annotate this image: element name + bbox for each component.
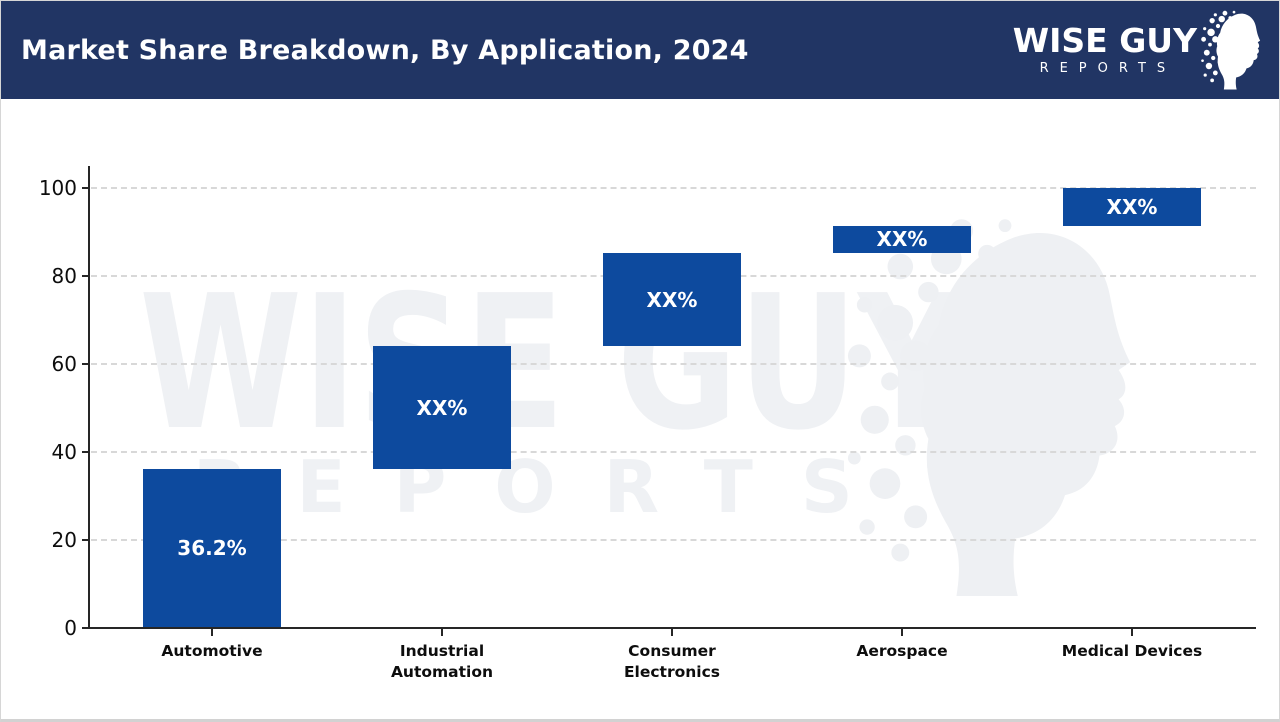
dotted-head-icon: [1201, 10, 1261, 90]
y-axis-line: [88, 166, 90, 629]
bar-value-label-aerospace: XX%: [876, 227, 928, 252]
x-tick-mark-aerospace: [901, 629, 903, 636]
bar-consumer-electronics: XX%: [603, 253, 741, 347]
y-tick-mark-20: [82, 539, 89, 541]
x-tick-mark-consumer-electronics: [671, 629, 673, 636]
y-tick-mark-100: [82, 187, 89, 189]
bar-value-label-medical-devices: XX%: [1106, 194, 1158, 219]
y-tick-label-20: 20: [51, 528, 77, 552]
watermark-subtext: REPORTS: [193, 445, 901, 529]
gridline-20: [91, 539, 1256, 541]
x-axis-label-consumer-electronics: Consumer Electronics: [623, 642, 721, 681]
watermark-head-icon: [847, 219, 1131, 596]
logo-wordmark: WISE GUY: [1012, 21, 1197, 60]
chart-area: WISE GUY REPORTS 0 20 40 60 80 100 36.2% XX% XX…: [1, 99, 1279, 719]
gridline-40: [91, 451, 1256, 453]
gridline-60: [91, 363, 1256, 365]
chart-title: Market Share Breakdown, By Application, …: [21, 34, 749, 66]
y-tick-mark-40: [82, 451, 89, 453]
x-tick-mark-automotive: [211, 629, 213, 636]
wiseguy-logo: WISE GUY REPORTS: [1013, 8, 1269, 92]
x-axis-label-automotive: Automotive: [161, 642, 263, 660]
y-tick-label-100: 100: [38, 176, 77, 200]
bar-medical-devices: XX%: [1063, 188, 1201, 226]
logo-subtext: REPORTS: [1039, 61, 1177, 76]
y-tick-mark-80: [82, 275, 89, 277]
bar-value-label-consumer-electronics: XX%: [646, 287, 698, 312]
y-tick-label-80: 80: [51, 264, 77, 288]
x-tick-mark-industrial-automation: [441, 629, 443, 636]
bar-value-label-industrial-automation: XX%: [416, 395, 468, 420]
bar-automotive: 36.2%: [143, 468, 281, 628]
y-tick-mark-0: [82, 627, 89, 629]
y-tick-mark-60: [82, 363, 89, 365]
x-axis-label-aerospace: Aerospace: [856, 642, 948, 660]
x-axis-line: [88, 627, 1256, 629]
bar-aerospace: XX%: [833, 225, 971, 254]
y-tick-label-0: 0: [64, 616, 77, 640]
x-axis-label-industrial-automation: Industrial Automation: [390, 642, 494, 681]
logo-text: WISE GUY REPORTS: [1013, 24, 1197, 76]
x-axis-label-medical-devices: Medical Devices: [1061, 642, 1203, 660]
bar-value-label-automotive: 36.2%: [177, 536, 247, 561]
x-tick-mark-medical-devices: [1131, 629, 1133, 636]
y-tick-label-40: 40: [51, 440, 77, 464]
header: Market Share Breakdown, By Application, …: [1, 1, 1279, 99]
bar-industrial-automation: XX%: [373, 346, 511, 469]
gridline-100: [91, 187, 1256, 189]
y-tick-label-60: 60: [51, 352, 77, 376]
